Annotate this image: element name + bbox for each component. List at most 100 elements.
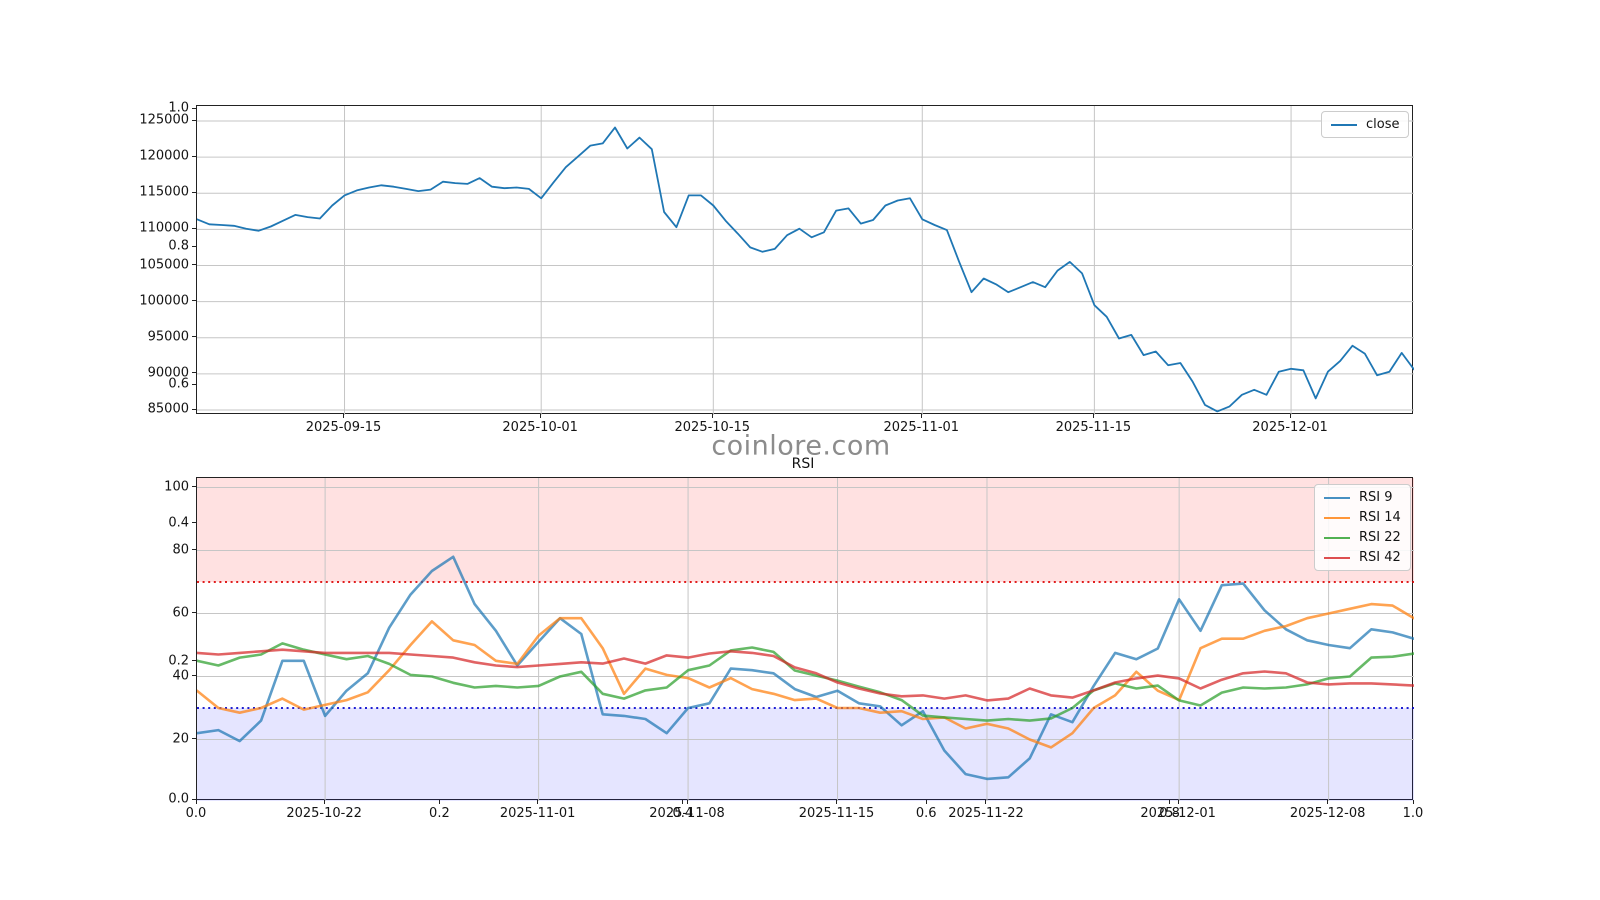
tick-label: 95000 [147,329,189,345]
tick-label: 2025-11-01 [883,420,960,435]
tick-label: 90000 [147,365,189,381]
tick-mark [1289,414,1291,418]
rsi-14-line [197,602,1414,749]
tick-label: 2025-11-22 [948,806,1024,821]
tick-mark [192,372,196,374]
tick-label: 2025-11-08 [649,806,725,821]
legend-label-close: close [1366,117,1400,132]
tick-mark [1177,800,1179,804]
tick-mark [920,414,922,418]
tick-label: 2025-09-15 [305,420,382,435]
tick-label: 20 [172,731,189,746]
tick-label: 85000 [147,401,189,417]
watermark: coinlore.com [711,430,891,462]
tick-label: 125000 [139,112,189,128]
tick-mark [539,414,541,418]
rsi-chart-title: RSI [791,456,815,472]
tick-mark [192,798,196,800]
close-line [197,126,1414,413]
tick-label: 0.0 [185,806,207,821]
tick-mark [192,264,196,265]
legend-item-rsi-14: RSI 14 [1324,510,1401,525]
rsi-chart-plot [196,477,1414,801]
tick-mark [192,383,196,385]
tick-mark [192,738,196,739]
tick-mark [192,245,196,247]
tick-label: 40 [172,668,189,683]
tick-label: 2025-11-15 [1055,420,1132,435]
tick-mark [711,414,713,418]
oversold-band [197,708,1414,801]
tick-label: 1.0 [168,100,189,116]
price-legend: close [1321,111,1410,138]
rsi-42-swatch [1324,556,1350,559]
tick-label: 0.4 [672,806,694,821]
tick-label: 2025-10-01 [502,420,578,435]
rsi-14-swatch [1324,516,1350,519]
tick-label: 115000 [139,184,189,200]
rsi-22-swatch [1324,536,1350,539]
tick-mark [438,800,440,804]
tick-mark [192,522,196,524]
tick-mark [686,800,688,804]
price-chart-plot [196,105,1414,415]
tick-mark [192,191,196,193]
tick-mark [1412,800,1414,804]
tick-label: 60 [172,605,189,620]
legend-item-close: close [1331,117,1399,132]
tick-mark [192,300,196,302]
tick-mark [192,107,196,109]
tick-mark [192,612,196,613]
tick-label: 2025-12-01 [1140,806,1216,821]
tick-mark [343,414,344,418]
tick-label: 1.0 [1402,806,1424,821]
tick-mark [192,155,196,157]
legend-item-rsi-9: RSI 9 [1324,490,1401,505]
tick-label: 120000 [139,148,189,164]
tick-label: 100 [164,479,189,494]
tick-mark [836,800,838,804]
tick-mark [192,675,196,676]
legend-label-rsi-42: RSI 42 [1359,550,1401,565]
tick-label: 100000 [139,293,189,309]
tick-label: 2025-10-15 [674,420,751,435]
tick-mark [323,800,325,804]
tick-mark [192,336,196,338]
tick-label: 0.6 [168,376,189,392]
tick-label: 2025-12-08 [1289,806,1366,821]
tick-mark [192,660,196,662]
tick-label: 0.8 [168,238,189,254]
rsi-22-line [197,642,1414,722]
tick-label: 2025-11-15 [798,806,875,821]
tick-label: 2025-10-22 [286,806,362,821]
legend-label-rsi-22: RSI 22 [1359,530,1401,545]
tick-mark [195,800,197,804]
tick-label: 2025-12-01 [1252,420,1328,435]
tick-mark [192,486,196,487]
legend-label-rsi-14: RSI 14 [1359,510,1401,525]
tick-mark [1327,800,1329,804]
tick-mark [537,800,539,804]
tick-mark [985,800,987,804]
tick-mark [192,408,196,410]
tick-label: 0.6 [915,806,937,821]
close-line-swatch [1331,123,1357,126]
rsi-42-line [197,648,1414,702]
rsi-9-line [197,555,1414,781]
tick-mark [1169,800,1171,804]
overbought-band [197,478,1414,582]
legend-item-rsi-22: RSI 22 [1324,530,1401,545]
legend-item-rsi-42: RSI 42 [1324,550,1401,565]
tick-mark [192,119,196,121]
tick-label: 105000 [139,257,189,272]
legend-label-rsi-9: RSI 9 [1359,490,1393,505]
tick-label: 80 [172,542,189,557]
tick-mark [682,800,684,804]
tick-mark [192,549,196,550]
tick-label: 0.2 [429,806,450,821]
rsi-9-swatch [1324,496,1350,499]
rsi-legend: RSI 9 RSI 14 RSI 22 RSI 42 [1314,484,1411,571]
tick-label: 2025-11-01 [499,806,576,821]
tick-label: 0.8 [1159,806,1180,821]
